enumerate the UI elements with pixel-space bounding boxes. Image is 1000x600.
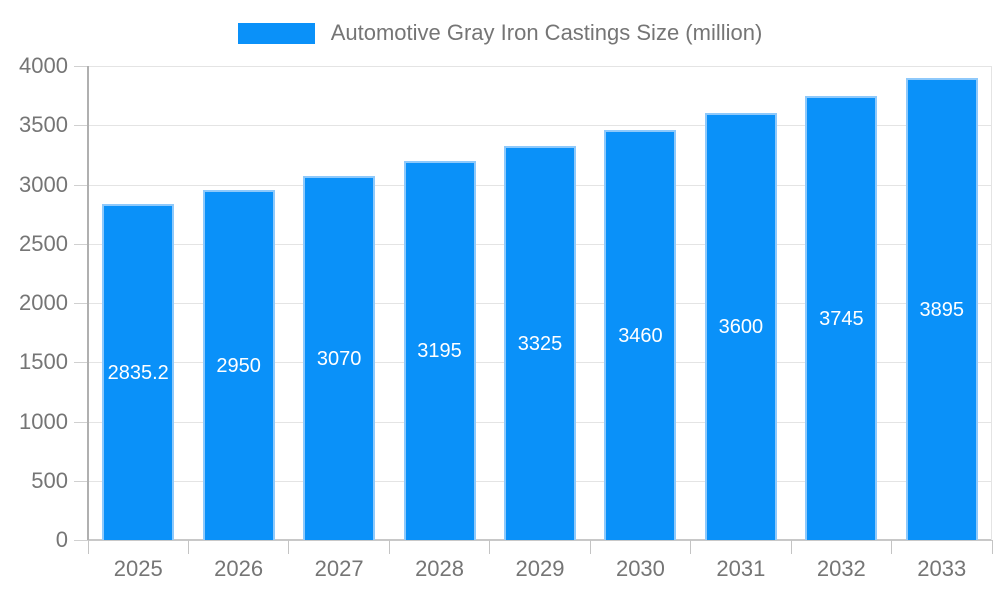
x-tick-mark xyxy=(690,540,692,554)
bar-value-label: 3460 xyxy=(618,324,663,347)
y-tick-mark xyxy=(74,66,88,67)
y-axis-label: 4000 xyxy=(19,53,68,78)
bar-value-label: 2835.2 xyxy=(107,361,169,384)
gridline xyxy=(88,66,992,67)
y-tick-mark xyxy=(74,125,88,127)
bar-2030[interactable]: 3460 xyxy=(604,130,677,540)
bar-2026[interactable]: 2950 xyxy=(202,190,275,540)
y-axis-label: 1000 xyxy=(19,408,68,434)
y-axis-label: 500 xyxy=(31,467,68,493)
x-axis-label: 2032 xyxy=(816,556,866,581)
bar-2031[interactable]: 3600 xyxy=(704,113,777,540)
bar-2027[interactable]: 3070 xyxy=(303,176,376,540)
x-axis-label: 2028 xyxy=(415,556,465,581)
bar-2032[interactable]: 3745 xyxy=(805,96,878,540)
bar-value-label: 2950 xyxy=(216,354,261,377)
bar-2033[interactable]: 3895 xyxy=(905,78,978,540)
x-tick-mark xyxy=(589,540,591,554)
y-axis-label: 2500 xyxy=(19,230,68,256)
bar-value-label: 3600 xyxy=(718,316,764,339)
x-axis-label: 2025 xyxy=(113,556,163,581)
x-tick-mark xyxy=(187,540,189,554)
bar-2025[interactable]: 2835.2 xyxy=(102,204,175,540)
y-axis-label: 1500 xyxy=(19,349,68,375)
y-tick-mark xyxy=(74,421,88,423)
bar-value-label: 3325 xyxy=(517,332,563,355)
x-axis-label: 2033 xyxy=(917,556,967,581)
y-axis-line xyxy=(87,66,89,540)
x-axis-label: 2026 xyxy=(214,556,264,581)
x-tick-mark xyxy=(489,540,491,554)
x-tick-mark xyxy=(991,540,993,554)
y-axis-label: 3000 xyxy=(19,171,68,197)
bar-2029[interactable]: 3325 xyxy=(504,146,576,540)
legend-swatch xyxy=(237,22,315,44)
x-tick-mark xyxy=(388,540,390,554)
plot-area: 0 500 1000 1500 2000 2500 3000 3500 4000 2835.2 20… xyxy=(19,55,993,581)
x-tick-mark xyxy=(87,540,89,554)
y-tick-mark xyxy=(74,243,88,245)
x-axis-label: 2031 xyxy=(716,556,766,581)
gridline xyxy=(88,125,992,127)
y-tick-mark xyxy=(74,540,88,541)
x-tick-mark xyxy=(891,540,893,554)
y-tick-mark xyxy=(74,362,88,364)
bar-value-label: 3745 xyxy=(819,307,864,330)
x-axis-baseline xyxy=(88,539,992,541)
legend-label: Automotive Gray Iron Castings Size (mill… xyxy=(330,20,763,45)
legend-item[interactable]: Automotive Gray Iron Castings Size (mill… xyxy=(0,20,1000,46)
x-tick-mark xyxy=(288,540,290,554)
y-axis-label: 3500 xyxy=(19,112,68,138)
y-tick-mark xyxy=(74,480,88,482)
bar-value-label: 3895 xyxy=(919,298,965,321)
bar-value-label: 3070 xyxy=(316,347,362,370)
bar-value-label: 3195 xyxy=(417,340,462,363)
y-axis-label: 2000 xyxy=(19,290,68,315)
x-axis-label: 2030 xyxy=(615,556,665,581)
y-tick-mark xyxy=(74,303,88,304)
plot-right-border xyxy=(991,66,992,540)
y-axis-label: 0 xyxy=(55,527,68,552)
x-axis-label: 2029 xyxy=(515,556,565,581)
x-axis-label: 2027 xyxy=(314,556,364,581)
bar-2028[interactable]: 3195 xyxy=(403,161,476,540)
y-tick-mark xyxy=(74,184,88,186)
x-tick-mark xyxy=(790,540,792,554)
